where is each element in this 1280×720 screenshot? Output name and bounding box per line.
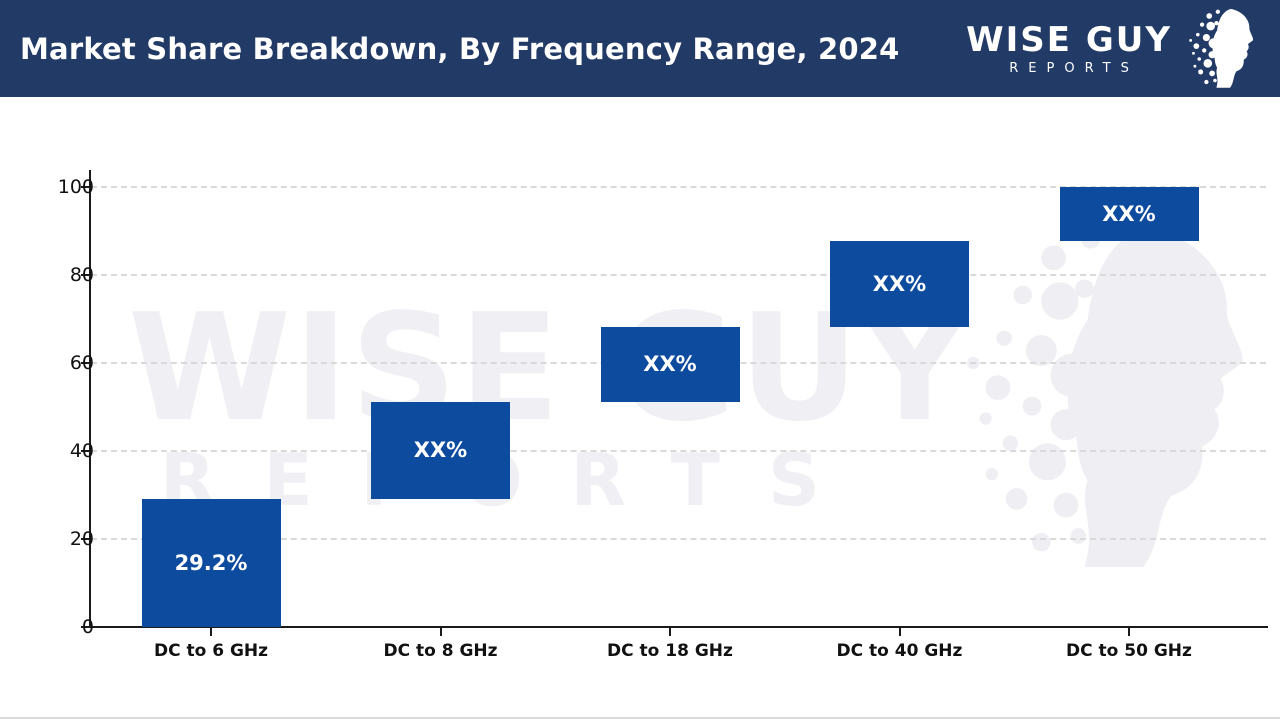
bar-segment-3: XX%: [600, 326, 740, 402]
x-tick-mark: [669, 628, 671, 636]
y-tick-label: 100: [57, 176, 94, 198]
y-tick-label: 20: [69, 528, 94, 550]
gridline: [91, 274, 1266, 276]
x-category-label: DC to 18 GHz: [607, 641, 733, 661]
gridline: [91, 186, 1266, 188]
y-tick-mark: [81, 538, 89, 540]
y-tick-label: 80: [69, 264, 94, 286]
bar-value-label: 29.2%: [174, 550, 248, 575]
bar-value-label: XX%: [872, 272, 927, 296]
x-category-label: DC to 8 GHz: [383, 641, 498, 661]
logo-subtext: REPORTS: [1009, 60, 1139, 76]
bar-value-label: XX%: [413, 438, 468, 463]
watermark-face-icon: [967, 226, 1243, 567]
x-category-label: DC to 50 GHz: [1066, 641, 1192, 661]
bar-segment-1: 29.2%: [141, 498, 281, 627]
y-tick-label: 0: [81, 616, 94, 638]
x-tick-mark: [210, 628, 212, 636]
y-tick-label: 60: [69, 352, 94, 374]
y-tick-label: 40: [69, 440, 94, 462]
brand-logo: WISE GUY REPORTS: [966, 6, 1266, 92]
gridline: [91, 450, 1266, 452]
y-tick-mark: [81, 626, 89, 628]
x-axis: [88, 626, 1268, 628]
x-tick-mark: [439, 628, 442, 636]
gridline: [91, 538, 1266, 540]
logo-text: WISE GUY REPORTS: [966, 23, 1172, 75]
bar-segment-4: XX%: [830, 241, 969, 327]
bar-value-label: XX%: [643, 352, 697, 377]
logo-face-icon: [1189, 8, 1254, 88]
y-tick-mark: [81, 186, 89, 188]
x-tick-mark: [1128, 628, 1130, 636]
x-tick-mark: [898, 628, 901, 636]
header: Market Share Breakdown, By Frequency Ran…: [0, 0, 1280, 97]
bar-value-label: XX%: [1102, 202, 1156, 227]
bar-segment-5: XX%: [1059, 187, 1199, 242]
y-tick-mark: [81, 274, 89, 276]
bottom-border: [0, 717, 1280, 719]
logo-wordmark: WISE GUY: [966, 19, 1172, 60]
page-title: Market Share Breakdown, By Frequency Ran…: [20, 31, 900, 66]
watermark-wordmark: WISE GUY: [128, 282, 971, 454]
plot-area: 29.2% XX% XX% XX% XX% 0 20 40 60 80 100 DC to 6 GH…: [0, 97, 1280, 720]
x-category-label: DC to 40 GHz: [836, 641, 963, 661]
bar-segment-2: XX%: [371, 401, 510, 499]
y-axis: [89, 170, 91, 628]
y-tick-mark: [81, 450, 89, 452]
y-tick-mark: [81, 362, 89, 364]
x-category-label: DC to 6 GHz: [153, 641, 269, 661]
